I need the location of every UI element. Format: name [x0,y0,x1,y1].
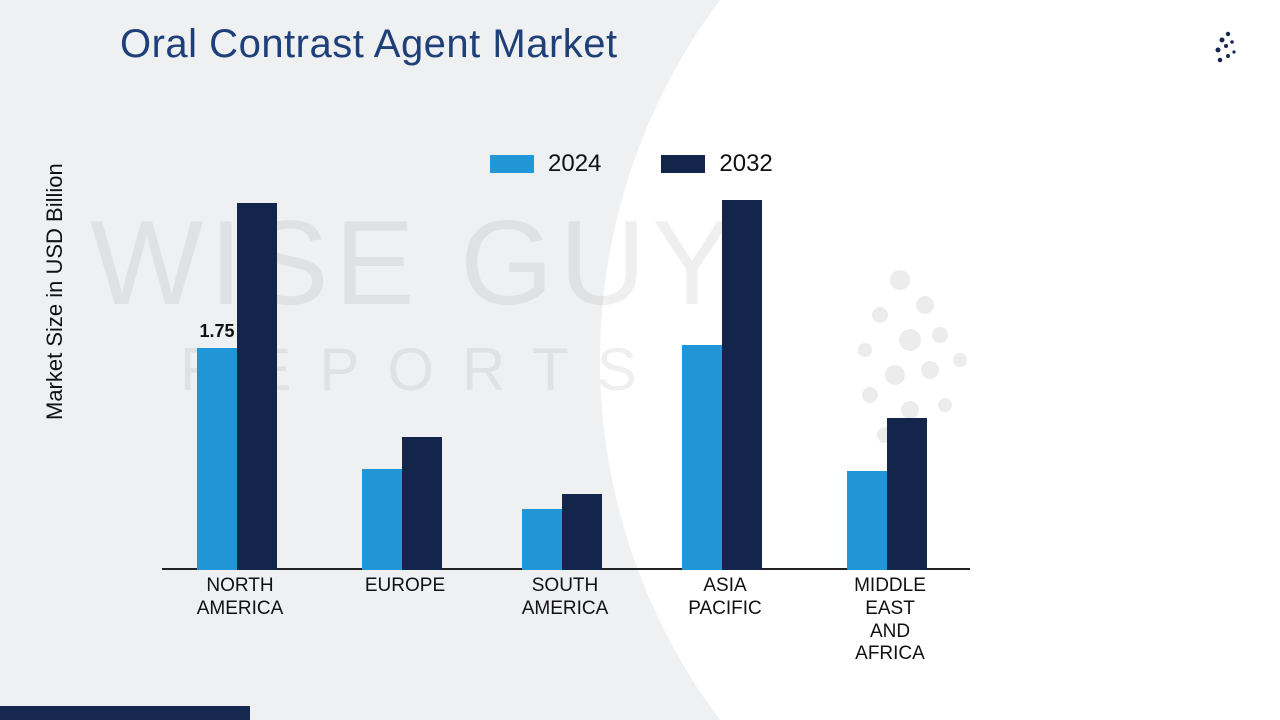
x-axis-label: MIDDLEEASTANDAFRICA [825,575,955,666]
x-axis-label: NORTHAMERICA [175,575,305,621]
brand-logo-sub: REPORTS [1056,60,1212,77]
value-label: 1.75 [199,321,234,342]
legend-swatch-2024 [490,155,534,173]
brand-head-icon [1198,18,1258,98]
x-axis-label: EUROPE [340,575,470,598]
bar [362,469,402,570]
bar [522,509,562,570]
bar [722,200,762,570]
bar [682,345,722,570]
legend-label-2024: 2024 [548,150,601,178]
bar [562,494,602,570]
bottom-accent-bar [0,706,250,720]
legend: 2024 2032 [490,150,773,178]
legend-item-2024: 2024 [490,150,601,178]
brand-logo: WISE GUY REPORTS [1056,22,1252,77]
plot-area: 1.75 [130,190,960,570]
legend-swatch-2032 [661,155,705,173]
bar [197,348,237,570]
bar-chart: Market Size in USD Billion 2024 2032 1.7… [60,160,960,680]
x-axis-label: ASIAPACIFIC [660,575,790,621]
x-axis-label: SOUTHAMERICA [500,575,630,621]
bar [402,437,442,570]
bar [237,203,277,570]
bar [887,418,927,570]
y-axis-label: Market Size in USD Billion [42,163,68,420]
legend-item-2032: 2032 [661,150,772,178]
bar [847,471,887,570]
chart-title: Oral Contrast Agent Market [120,22,618,67]
legend-label-2032: 2032 [719,150,772,178]
chart-canvas: Oral Contrast Agent Market WISE GUY REPO… [0,0,1280,720]
